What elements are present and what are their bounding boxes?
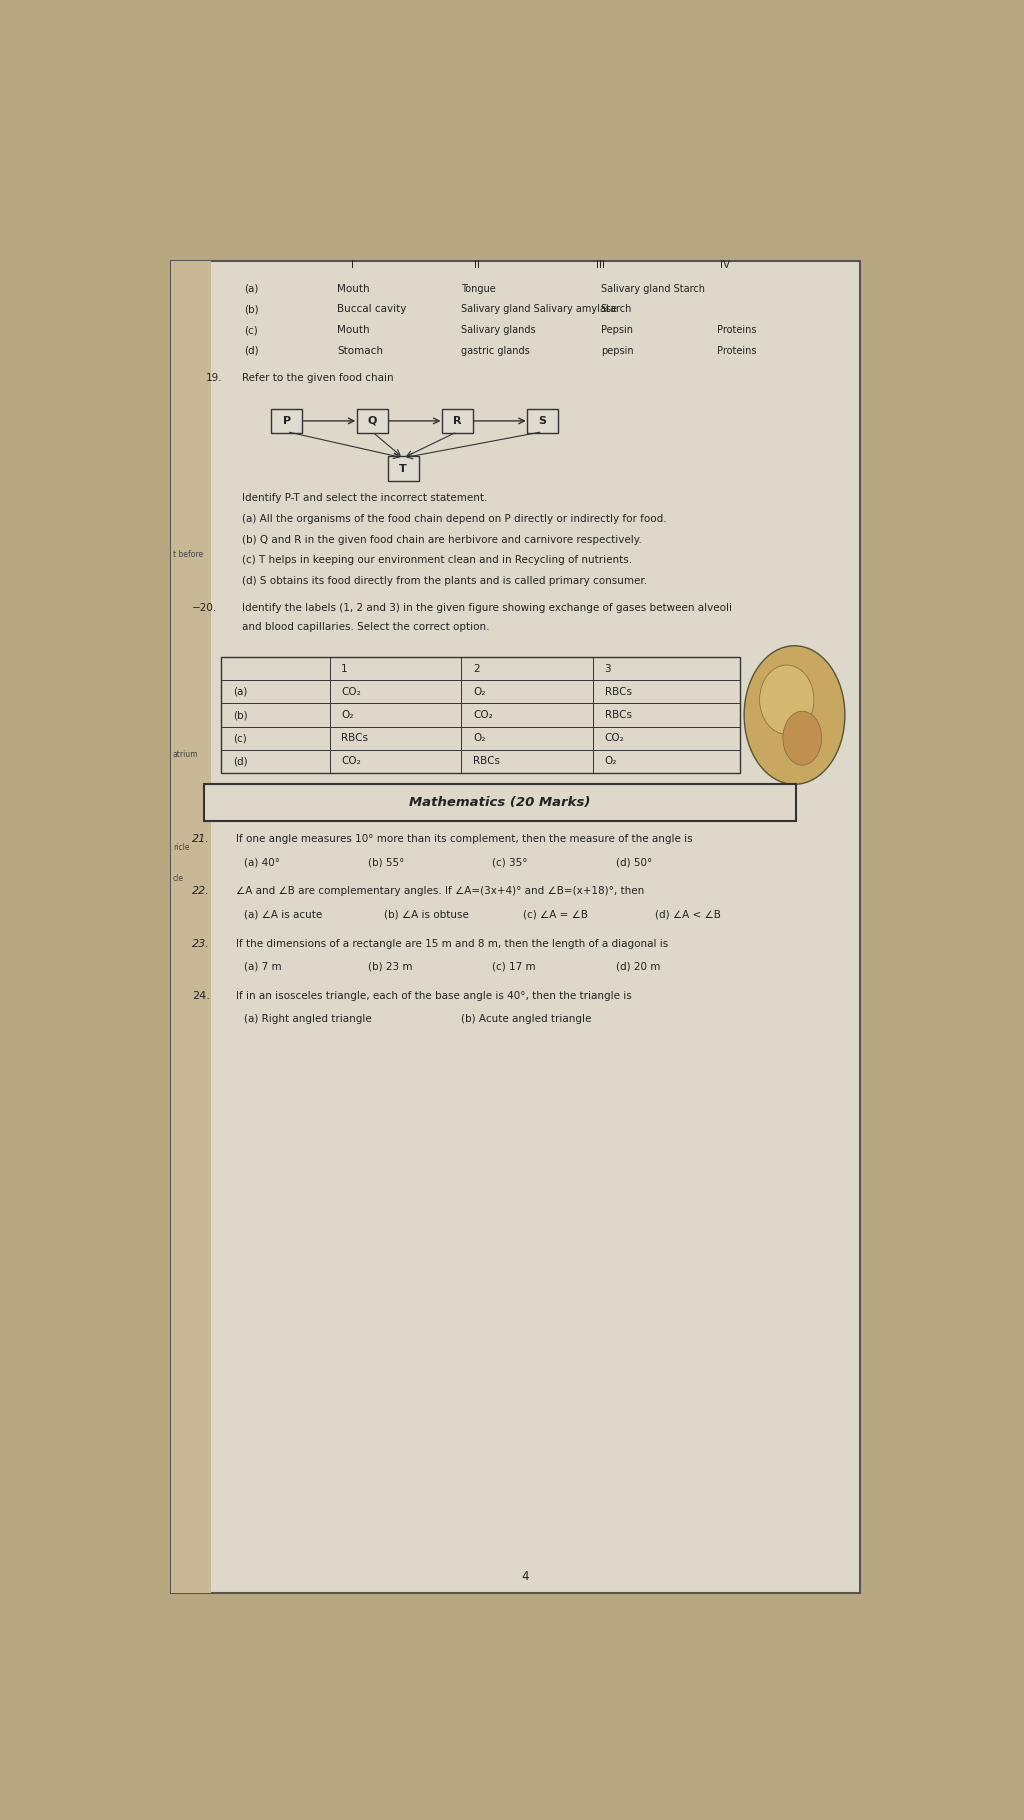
Text: Refer to the given food chain: Refer to the given food chain bbox=[242, 373, 393, 382]
Text: Mouth: Mouth bbox=[337, 326, 370, 335]
Text: (a) All the organisms of the food chain depend on P directly or indirectly for f: (a) All the organisms of the food chain … bbox=[242, 513, 667, 524]
Text: (b): (b) bbox=[232, 710, 247, 721]
Text: Salivary gland Starch: Salivary gland Starch bbox=[601, 284, 705, 293]
FancyBboxPatch shape bbox=[527, 408, 558, 433]
Text: (c) ∠A = ∠B: (c) ∠A = ∠B bbox=[523, 910, 588, 919]
Text: (d): (d) bbox=[232, 757, 247, 766]
Text: 4: 4 bbox=[521, 1571, 528, 1583]
Text: Starch: Starch bbox=[601, 304, 632, 315]
Text: cle: cle bbox=[173, 874, 184, 883]
Text: If one angle measures 10° more than its complement, then the measure of the angl: If one angle measures 10° more than its … bbox=[237, 834, 693, 844]
Text: (a) ∠A is acute: (a) ∠A is acute bbox=[245, 910, 323, 919]
Text: If the dimensions of a rectangle are 15 m and 8 m, then the length of a diagonal: If the dimensions of a rectangle are 15 … bbox=[237, 939, 669, 948]
Text: (b) Acute angled triangle: (b) Acute angled triangle bbox=[461, 1014, 592, 1025]
Text: If in an isosceles triangle, each of the base angle is 40°, then the triangle is: If in an isosceles triangle, each of the… bbox=[237, 992, 632, 1001]
FancyBboxPatch shape bbox=[442, 408, 473, 433]
Text: II: II bbox=[474, 260, 480, 271]
Text: III: III bbox=[596, 260, 605, 271]
Text: Proteins: Proteins bbox=[717, 326, 757, 335]
Text: (d) ∠A < ∠B: (d) ∠A < ∠B bbox=[655, 910, 721, 919]
Text: IV: IV bbox=[720, 260, 730, 271]
Text: (b): (b) bbox=[245, 304, 259, 315]
Text: Proteins: Proteins bbox=[717, 346, 757, 357]
Text: S: S bbox=[539, 417, 547, 426]
Text: (c) 17 m: (c) 17 m bbox=[493, 963, 536, 972]
Text: Mouth: Mouth bbox=[337, 284, 370, 293]
Text: (b) 23 m: (b) 23 m bbox=[369, 963, 413, 972]
Text: RBCs: RBCs bbox=[341, 733, 368, 743]
Text: (b) Q and R in the given food chain are herbivore and carnivore respectively.: (b) Q and R in the given food chain are … bbox=[242, 535, 642, 544]
Text: 1: 1 bbox=[341, 664, 348, 673]
Text: RBCs: RBCs bbox=[473, 757, 500, 766]
Text: O₂: O₂ bbox=[473, 733, 485, 743]
Text: CO₂: CO₂ bbox=[473, 710, 493, 721]
Text: (a): (a) bbox=[245, 284, 259, 293]
Text: (a) 7 m: (a) 7 m bbox=[245, 963, 282, 972]
FancyBboxPatch shape bbox=[204, 784, 796, 821]
Text: Pepsin: Pepsin bbox=[601, 326, 633, 335]
Text: (a) 40°: (a) 40° bbox=[245, 857, 281, 866]
Text: (d) 50°: (d) 50° bbox=[616, 857, 652, 866]
Text: 2: 2 bbox=[473, 664, 479, 673]
Text: (a): (a) bbox=[232, 686, 247, 697]
Text: (b) 55°: (b) 55° bbox=[369, 857, 404, 866]
Text: I: I bbox=[351, 260, 354, 271]
Text: (b) ∠A is obtuse: (b) ∠A is obtuse bbox=[384, 910, 469, 919]
Text: (c) 35°: (c) 35° bbox=[493, 857, 527, 866]
Text: (c): (c) bbox=[245, 326, 258, 335]
FancyBboxPatch shape bbox=[171, 260, 860, 1592]
Text: gastric glands: gastric glands bbox=[461, 346, 530, 357]
Text: CO₂: CO₂ bbox=[604, 733, 625, 743]
Text: ∠A and ∠B are complementary angles. If ∠A=(3x+4)° and ∠B=(x+18)°, then: ∠A and ∠B are complementary angles. If ∠… bbox=[237, 886, 645, 897]
Text: 24.: 24. bbox=[193, 992, 210, 1001]
Text: (c): (c) bbox=[232, 733, 247, 743]
Text: RBCs: RBCs bbox=[604, 710, 632, 721]
Text: Q: Q bbox=[368, 417, 377, 426]
Text: 22.: 22. bbox=[193, 886, 210, 897]
Text: (d): (d) bbox=[245, 346, 259, 357]
Text: O₂: O₂ bbox=[604, 757, 617, 766]
Text: Identify P-T and select the incorrect statement.: Identify P-T and select the incorrect st… bbox=[242, 493, 487, 502]
Text: O₂: O₂ bbox=[473, 686, 485, 697]
Text: 23.: 23. bbox=[193, 939, 210, 948]
Text: CO₂: CO₂ bbox=[341, 757, 360, 766]
Text: P: P bbox=[283, 417, 291, 426]
Ellipse shape bbox=[760, 664, 814, 733]
Ellipse shape bbox=[783, 712, 821, 764]
Text: 19.: 19. bbox=[206, 373, 222, 382]
FancyBboxPatch shape bbox=[388, 457, 419, 480]
Text: (a) Right angled triangle: (a) Right angled triangle bbox=[245, 1014, 372, 1025]
Text: (d) S obtains its food directly from the plants and is called primary consumer.: (d) S obtains its food directly from the… bbox=[242, 577, 647, 586]
FancyBboxPatch shape bbox=[171, 260, 211, 1592]
Text: and blood capillaries. Select the correct option.: and blood capillaries. Select the correc… bbox=[242, 622, 489, 632]
Text: (d) 20 m: (d) 20 m bbox=[616, 963, 660, 972]
Text: 21.: 21. bbox=[193, 834, 210, 844]
Text: Identify the labels (1, 2 and 3) in the given figure showing exchange of gases b: Identify the labels (1, 2 and 3) in the … bbox=[242, 602, 732, 613]
Text: −20.: −20. bbox=[193, 602, 217, 613]
Text: T: T bbox=[399, 464, 407, 473]
Text: (c) T helps in keeping our environment clean and in Recycling of nutrients.: (c) T helps in keeping our environment c… bbox=[242, 555, 632, 566]
Text: t before: t before bbox=[173, 550, 203, 559]
Text: R: R bbox=[454, 417, 462, 426]
Text: Buccal cavity: Buccal cavity bbox=[337, 304, 407, 315]
Text: Tongue: Tongue bbox=[461, 284, 496, 293]
Text: Salivary gland Salivary amylase: Salivary gland Salivary amylase bbox=[461, 304, 617, 315]
Text: Salivary glands: Salivary glands bbox=[461, 326, 536, 335]
Text: ricle: ricle bbox=[173, 843, 189, 852]
FancyBboxPatch shape bbox=[356, 408, 388, 433]
Text: pepsin: pepsin bbox=[601, 346, 634, 357]
Text: O₂: O₂ bbox=[341, 710, 353, 721]
Text: Stomach: Stomach bbox=[337, 346, 383, 357]
Ellipse shape bbox=[744, 646, 845, 784]
FancyBboxPatch shape bbox=[271, 408, 302, 433]
Text: atrium: atrium bbox=[173, 750, 199, 759]
Text: CO₂: CO₂ bbox=[341, 686, 360, 697]
Text: Mathematics (20 Marks): Mathematics (20 Marks) bbox=[410, 795, 591, 808]
Text: 3: 3 bbox=[604, 664, 611, 673]
Text: RBCs: RBCs bbox=[604, 686, 632, 697]
